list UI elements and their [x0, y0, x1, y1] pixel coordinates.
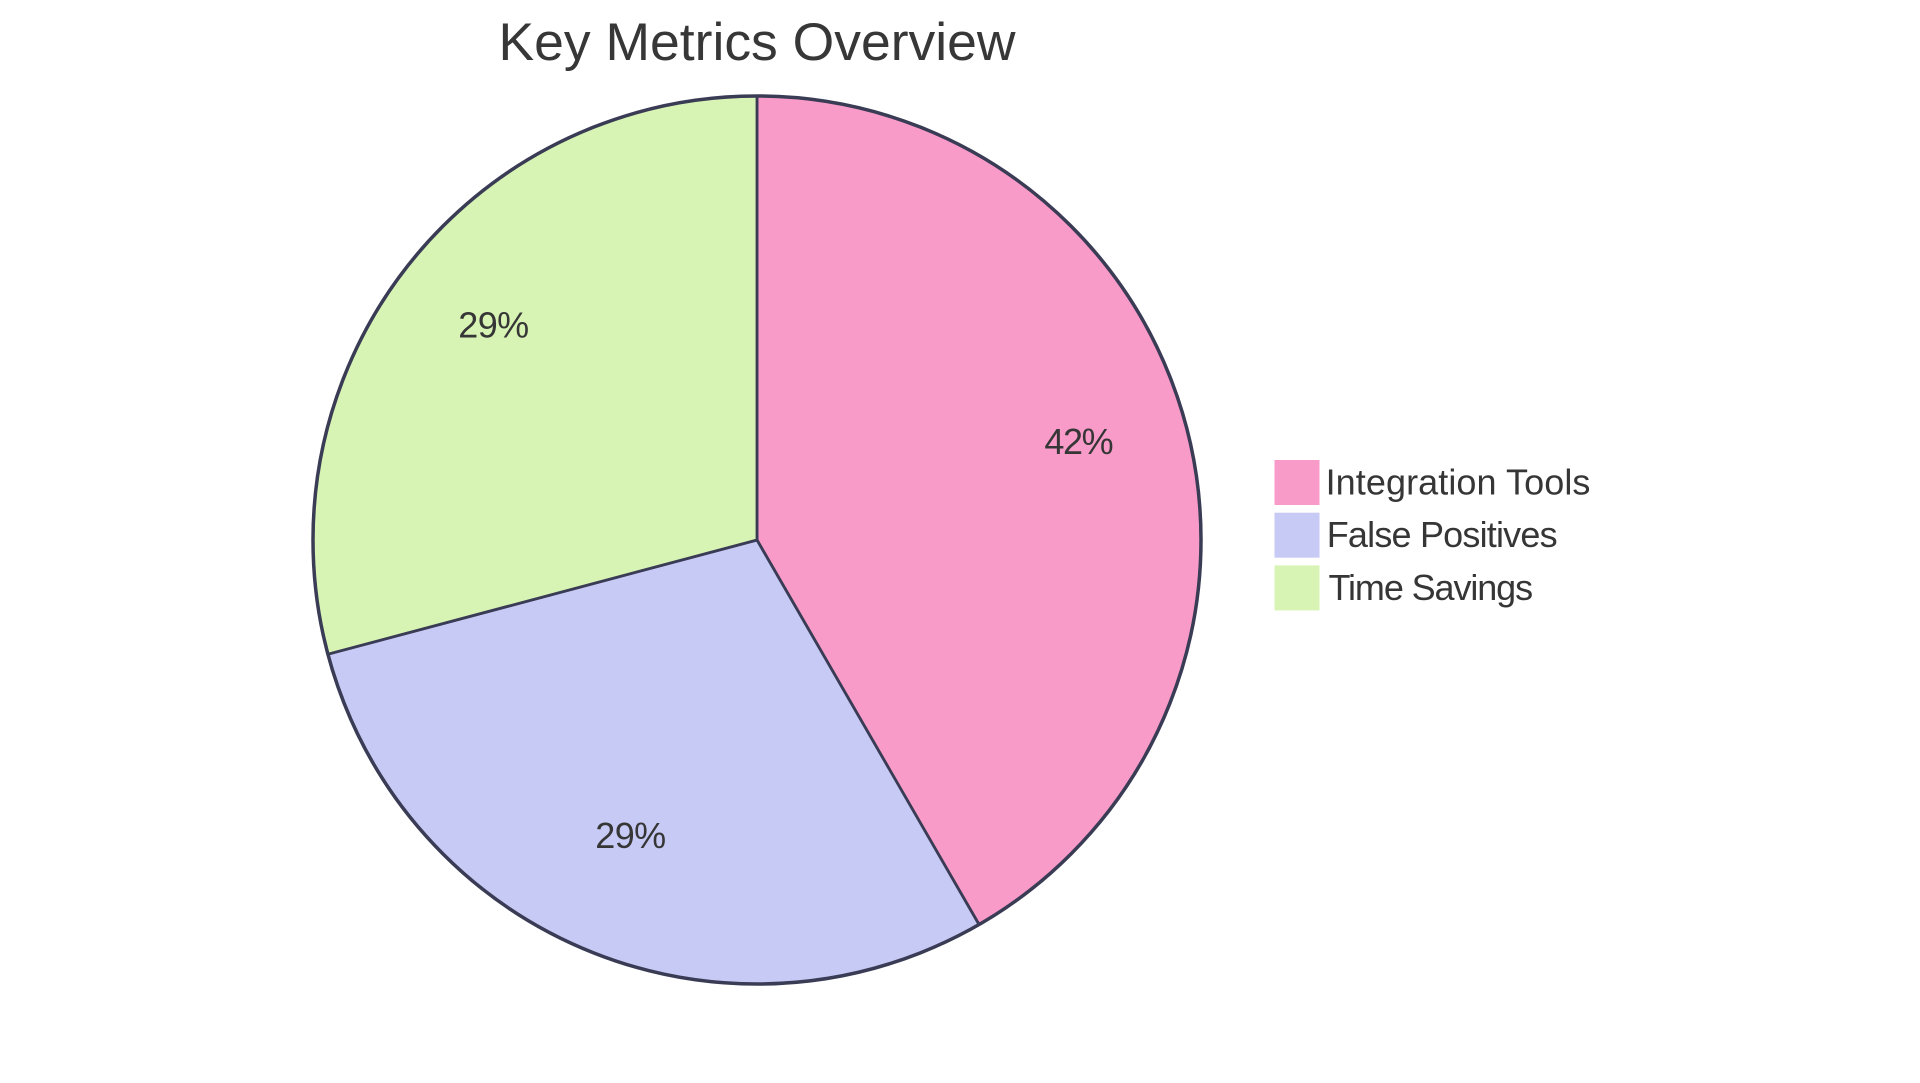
svg-text:False Positives: False Positives [1327, 514, 1558, 555]
svg-text:Key Metrics Overview: Key Metrics Overview [499, 13, 1017, 72]
svg-text:Integration Tools: Integration Tools [1326, 462, 1591, 503]
svg-text:Time Savings: Time Savings [1329, 567, 1534, 608]
svg-text:29%: 29% [595, 815, 666, 856]
svg-text:29%: 29% [458, 305, 529, 346]
svg-text:42%: 42% [1044, 421, 1113, 462]
